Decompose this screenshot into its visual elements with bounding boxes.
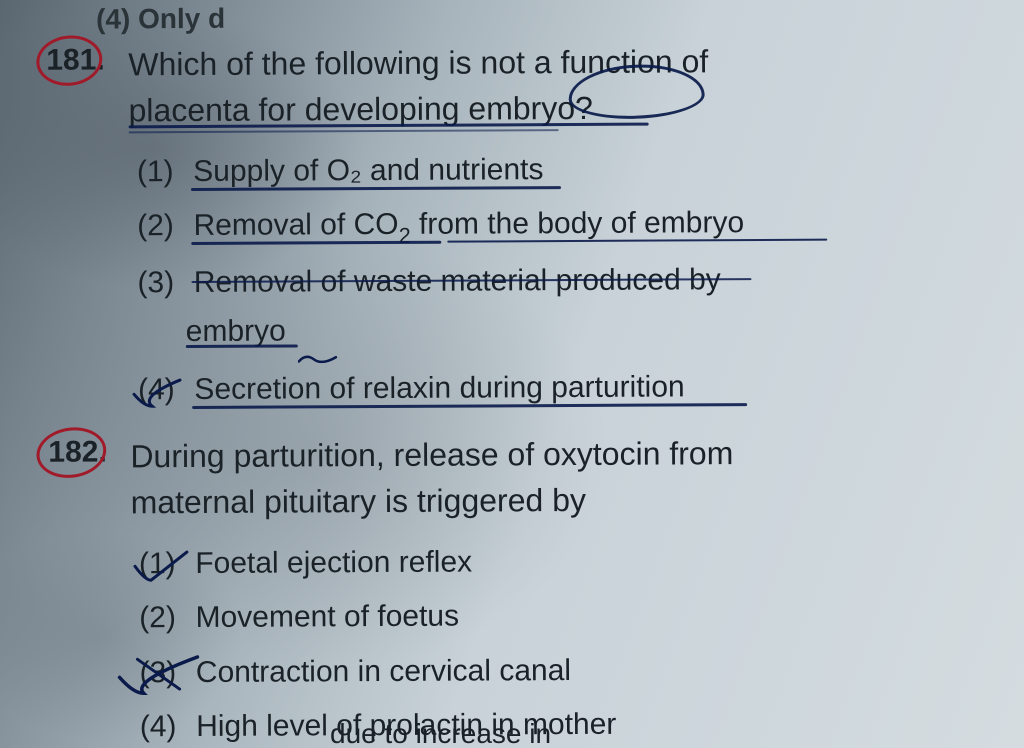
q182-option-3: (3) Contraction in cervical canal	[139, 649, 987, 694]
prev-question-option: (4) Only d	[96, 0, 984, 35]
q181-o2-text: Removal of CO2 from the body of embryo	[193, 206, 744, 242]
q182-text-line2: maternal pituitary is triggered by	[131, 475, 987, 526]
q181-text-line2: placenta for developing embryo?	[128, 83, 984, 134]
prev-option-text: (4) Only d	[96, 3, 225, 35]
q181-o1-num: (1)	[137, 152, 185, 193]
q182-number: 182.	[48, 435, 107, 469]
question-182: 182. During parturition, release of oxyt…	[42, 429, 986, 527]
q181-o3-line1: Removal of waste material produced by	[194, 264, 721, 300]
q181-option-3: (3) Removal of waste material produced b…	[137, 259, 985, 352]
q181-o3-num: (3)	[137, 263, 185, 304]
q182-text-line1: During parturition, release of oxytocin …	[130, 435, 733, 474]
tilde-after-embryo	[298, 337, 338, 351]
q181-number: 181.	[46, 43, 105, 77]
q181-o2-num: (2)	[137, 206, 185, 247]
q181-option-4: (4) Secretion of relaxin during parturit…	[138, 366, 986, 411]
cutoff-text: due to increase in	[0, 718, 1024, 748]
q181-o3-line2: embryo	[186, 311, 286, 352]
q182-o1-text: Foetal ejection reflex	[195, 545, 472, 579]
q181-o1-text: Supply of O₂ and nutrients	[193, 153, 543, 188]
q181-o2-text-b: from the body of embryo	[411, 206, 745, 241]
question-181: 181. Which of the following is not a fun…	[40, 37, 984, 135]
q182-o2-num: (2)	[139, 598, 187, 639]
page: (4) Only d 181. Which of the following i…	[0, 0, 1024, 748]
q181-option-2: (2) Removal of CO2 from the body of embr…	[137, 202, 985, 250]
q181-o4-num: (4)	[138, 370, 186, 411]
q181-text-line1: Which of the following is not a function…	[128, 43, 708, 82]
q181-text: Which of the following is not a function…	[128, 37, 984, 134]
q182-o3-num: (3)	[139, 653, 187, 694]
q181-o4-text: Secretion of relaxin during parturition	[194, 371, 684, 407]
q182-text: During parturition, release of oxytocin …	[130, 429, 986, 526]
q182-o2-text: Movement of foetus	[195, 600, 459, 634]
q181-o2-text-a: Removal of CO	[193, 208, 398, 242]
content-block: (4) Only d 181. Which of the following i…	[0, 0, 1024, 748]
q182-option-2: (2) Movement of foetus	[139, 594, 987, 639]
cutoff-text-value: due to increase in	[330, 718, 551, 748]
q182-option-1: (1) Foetal ejection reflex	[139, 540, 987, 585]
q182-o1-num: (1)	[139, 544, 187, 585]
q182-o3-text: Contraction in cervical canal	[196, 654, 571, 689]
q181-o2-sub: 2	[399, 223, 411, 248]
q181-option-1: (1) Supply of O₂ and nutrients	[137, 148, 985, 193]
